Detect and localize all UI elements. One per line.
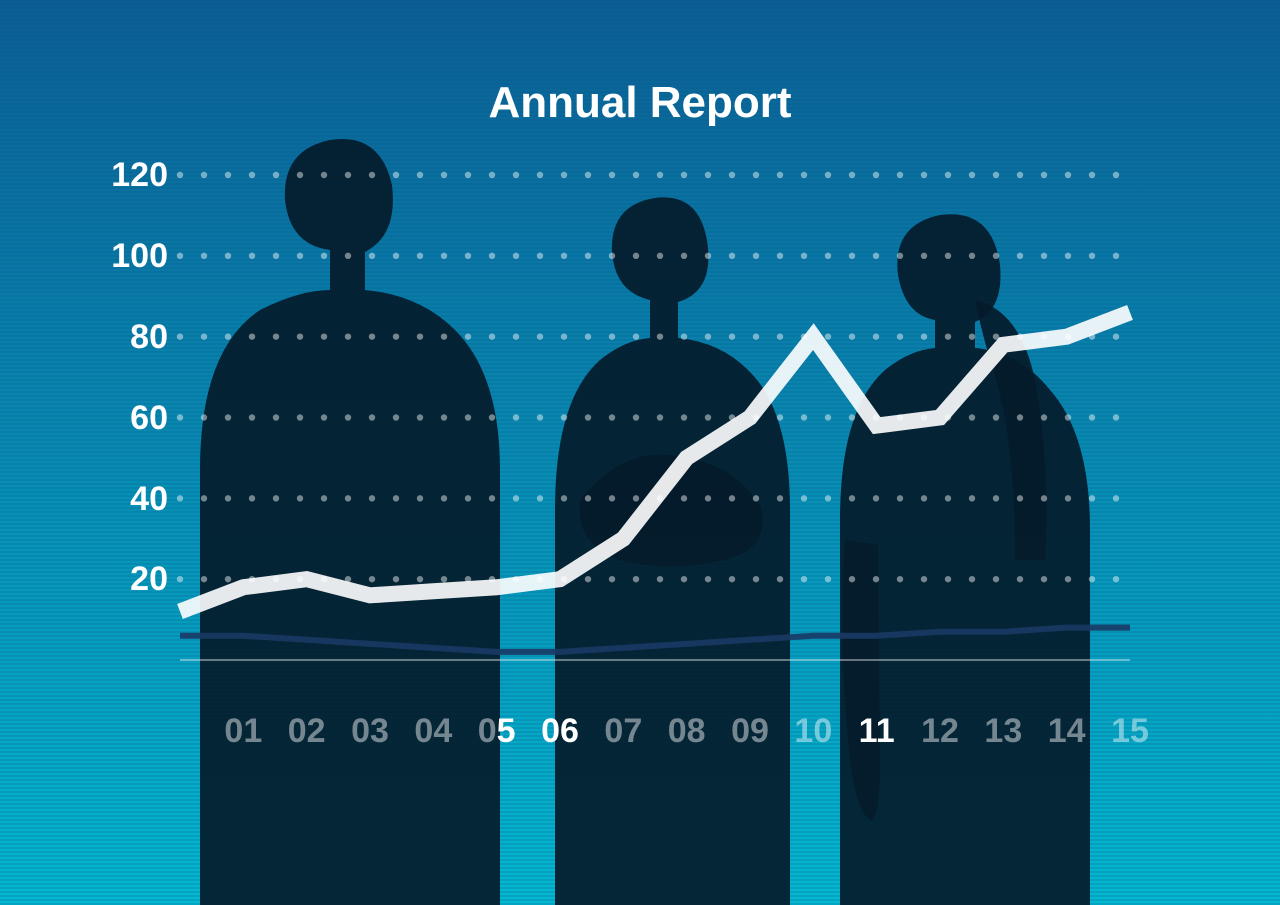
y-tick-label: 100 — [111, 237, 168, 276]
x-tick-label: 07 — [604, 712, 642, 751]
x-tick-label: 14 — [1048, 712, 1086, 751]
x-tick-label: 03 — [351, 712, 389, 751]
x-tick-label: 11 — [859, 712, 895, 751]
y-tick-label: 60 — [130, 399, 168, 438]
y-tick-label: 20 — [130, 560, 168, 599]
x-tick-label: 10 — [794, 712, 832, 751]
y-tick-label: 120 — [111, 156, 168, 195]
chart-title: Annual Report — [0, 78, 1280, 128]
y-tick-label: 80 — [130, 318, 168, 357]
annual-report-chart: Annual Report 20 40 60 80 100 120 01 02 03 04 05 0… — [0, 0, 1280, 905]
x-tick-label: 01 — [224, 712, 262, 751]
x-tick-label: 13 — [984, 712, 1022, 751]
chart-plot — [0, 0, 1280, 905]
x-tick-label: 04 — [414, 712, 452, 751]
x-tick-label: 06 — [541, 712, 579, 751]
y-tick-label: 40 — [130, 480, 168, 519]
x-tick-label: 05 — [478, 712, 516, 751]
x-tick-label: 08 — [668, 712, 706, 751]
x-tick-label: 09 — [731, 712, 769, 751]
x-tick-label: 02 — [288, 712, 326, 751]
x-tick-label: 15 — [1111, 712, 1149, 751]
x-tick-label: 12 — [921, 712, 959, 751]
